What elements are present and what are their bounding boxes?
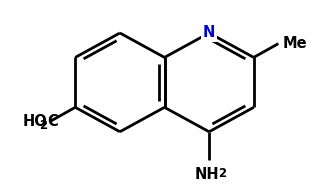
Text: HO: HO bbox=[23, 114, 47, 129]
Text: Me: Me bbox=[282, 36, 307, 51]
Text: 2: 2 bbox=[39, 119, 47, 132]
Text: 2: 2 bbox=[218, 167, 226, 180]
Text: C: C bbox=[47, 114, 58, 129]
Text: N: N bbox=[203, 25, 215, 41]
Text: NH: NH bbox=[195, 167, 219, 182]
